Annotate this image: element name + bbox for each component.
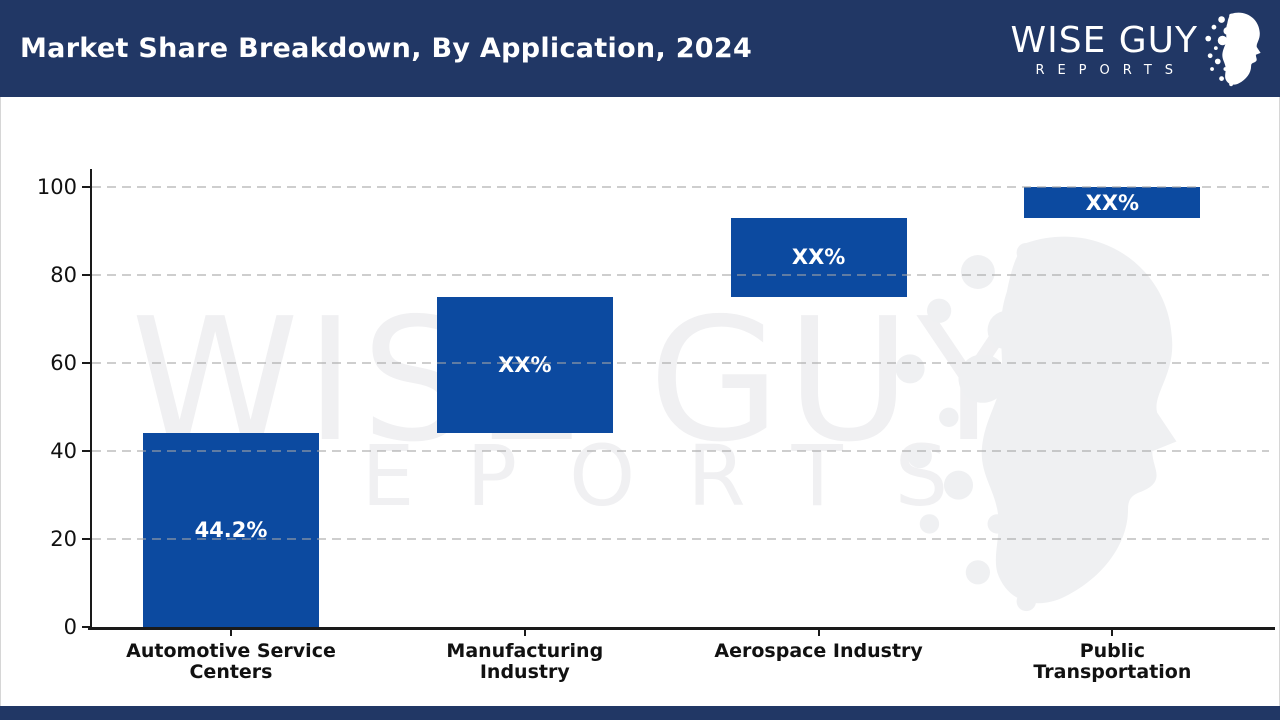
watermark-subtitle: REPORTS: [251, 427, 1001, 525]
y-axis-tick: [82, 274, 90, 276]
x-axis-tick: [1111, 629, 1114, 636]
gridline-y80: [92, 274, 1269, 276]
gridline-y60: [92, 362, 1269, 364]
watermark-face-icon: [895, 236, 1177, 612]
bar-segment-4: XX%: [1024, 187, 1201, 219]
logo-text: WISE GUY REPORTS: [1010, 20, 1199, 79]
bar-segment-3: XX%: [730, 218, 907, 297]
page-title: Market Share Breakdown, By Application, …: [20, 33, 753, 64]
x-axis-tick: [817, 629, 820, 636]
chart-area: WISE GUY REPORTS 0 20 40 60 80 100 44.2% XX% XX%…: [0, 97, 1280, 706]
y-axis-tick: [82, 450, 90, 452]
x-axis-tick: [523, 629, 526, 636]
y-axis-tick-label: 0: [63, 615, 77, 639]
bar-value-label: 44.2%: [194, 517, 268, 542]
logo-face-icon: [1205, 12, 1261, 87]
bar-segment-2: XX%: [436, 296, 613, 433]
x-axis-category-label: Manufacturing Industry: [446, 640, 604, 683]
gridline-y20: [92, 538, 1269, 540]
y-axis-spine: [90, 168, 92, 629]
bar-segment-1: 44.2%: [143, 432, 319, 627]
y-axis-tick-label: 40: [50, 439, 77, 463]
y-axis-tick: [82, 186, 90, 188]
header-bar: Market Share Breakdown, By Application, …: [0, 0, 1280, 97]
logo-wordmark: WISE GUY: [1010, 20, 1198, 61]
bar-value-label: XX%: [791, 245, 846, 270]
gridline-y100: [92, 186, 1269, 188]
y-axis-tick: [82, 362, 90, 364]
x-axis-category-label: Public Transportation: [1033, 640, 1192, 683]
y-axis-tick-label: 60: [50, 351, 77, 375]
x-axis-spine: [88, 627, 1275, 630]
wise-guy-logo: WISE GUY REPORTS: [1011, 8, 1265, 92]
x-axis-category-label: Automotive Service Centers: [126, 640, 336, 683]
y-axis-tick-label: 100: [36, 175, 77, 199]
x-axis-category-label: Aerospace Industry: [714, 640, 923, 662]
bar-value-label: XX%: [498, 352, 552, 377]
logo-subtitle: REPORTS: [1035, 63, 1187, 78]
y-axis-tick: [82, 626, 90, 628]
y-axis-tick: [82, 538, 90, 540]
gridline-y40: [92, 450, 1269, 452]
bar-value-label: XX%: [1085, 190, 1140, 215]
x-axis-tick: [230, 629, 232, 636]
footer-bar: [0, 706, 1280, 720]
y-axis-tick-label: 80: [50, 263, 77, 287]
y-axis-tick-label: 20: [50, 527, 77, 551]
